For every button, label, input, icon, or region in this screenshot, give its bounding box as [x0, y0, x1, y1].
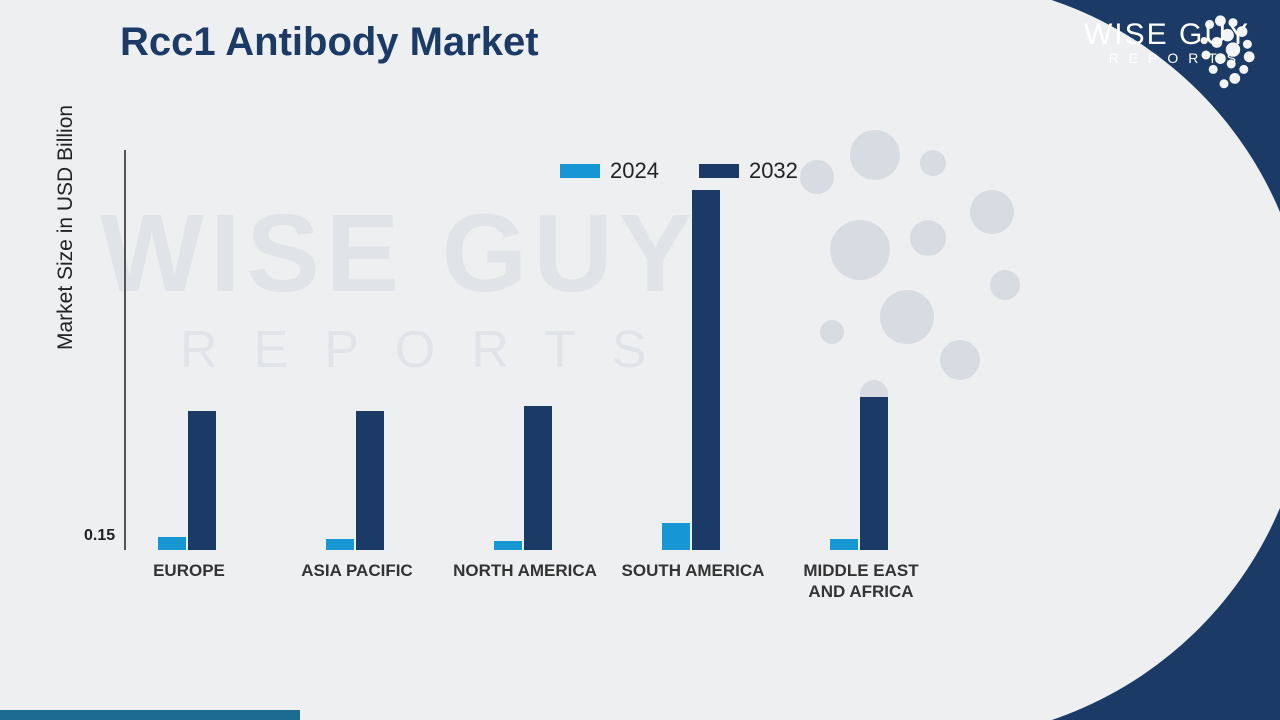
watermark-text-line2: REPORTS — [180, 320, 682, 380]
bar-2024 — [830, 539, 858, 550]
legend-swatch-2032 — [699, 164, 739, 178]
category-label: ASIA PACIFIC — [282, 560, 432, 581]
page-title: Rcc1 Antibody Market — [120, 20, 539, 65]
bar-2024 — [326, 539, 354, 550]
bar-2024 — [494, 541, 522, 550]
legend-label-2024: 2024 — [610, 158, 659, 184]
legend-swatch-2024 — [560, 164, 600, 178]
category-label: MIDDLE EAST AND AFRICA — [786, 560, 936, 603]
bar-2032 — [356, 411, 384, 551]
watermark-dots — [790, 120, 1130, 460]
bar-2024 — [158, 537, 186, 551]
canvas: WISE GUY REPORTS Rcc1 Antibody Market WI… — [0, 0, 1280, 720]
bar-2032 — [524, 406, 552, 550]
bar-2032 — [188, 411, 216, 551]
y-axis-label: Market Size in USD Billion — [54, 105, 78, 350]
legend-item-2024: 2024 — [560, 158, 659, 184]
watermark-text-line1: WISE GUY — [100, 190, 698, 317]
y-axis-line — [124, 150, 126, 550]
bar-2032 — [692, 190, 720, 550]
category-label: NORTH AMERICA — [450, 560, 600, 581]
brand-logo: WISE GUY REPORTS — [1084, 18, 1250, 66]
category-label: SOUTH AMERICA — [618, 560, 768, 581]
logo-line2: REPORTS — [1084, 50, 1250, 66]
legend: 2024 2032 — [560, 158, 798, 184]
bar-2032 — [860, 397, 888, 550]
legend-item-2032: 2032 — [699, 158, 798, 184]
logo-line1: WISE GUY — [1084, 18, 1250, 52]
bar-2024 — [662, 523, 690, 550]
y-tick-label: 0.15 — [84, 527, 115, 545]
bottom-accent-bar — [0, 710, 300, 720]
category-label: EUROPE — [114, 560, 264, 581]
legend-label-2032: 2032 — [749, 158, 798, 184]
